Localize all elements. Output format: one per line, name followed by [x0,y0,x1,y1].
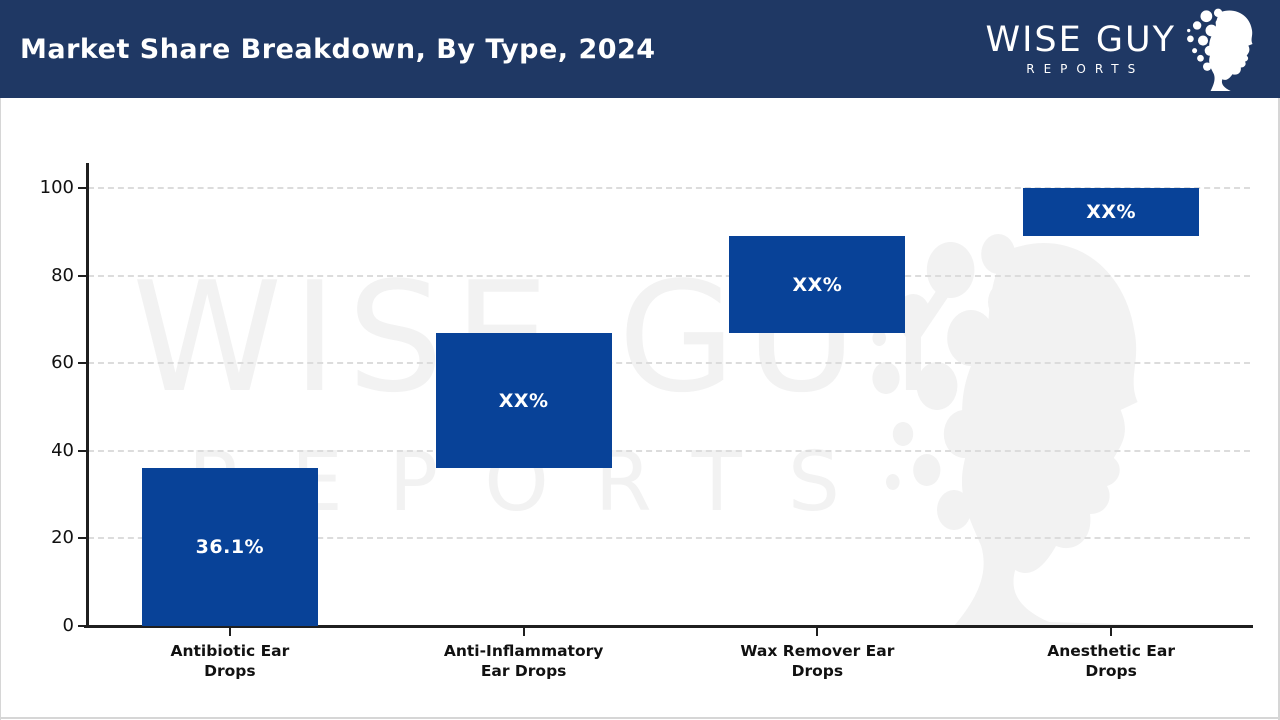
x-tick-3 [816,628,819,636]
wise-guy-logo: WISE GUY REPORTS [985,0,1266,98]
y-tick-80 [78,274,86,277]
y-tick-label-0: 0 [62,615,74,636]
category-label-3: Wax Remover Ear Drops [697,641,937,681]
logo-text: WISE GUY REPORTS [985,20,1176,76]
gridline-40 [88,449,1250,452]
gridline-60 [88,362,1250,365]
category-label-line: Drops [204,662,256,680]
y-tick-label-80: 80 [51,264,74,286]
frame-border-left [0,98,1,720]
category-label-line: Anesthetic Ear [1047,642,1175,660]
frame-border-right [1278,98,1280,720]
category-label-line: Drops [791,662,844,680]
y-tick-40 [78,449,86,452]
y-tick-100 [78,187,86,189]
x-tick-1 [228,628,231,636]
category-label-line: Ear Drops [480,662,567,680]
y-tick-60 [78,362,86,365]
category-label-line: Anti-Inflammatory [443,642,604,660]
frame-border-bottom [0,717,1280,719]
logo-wiseguy-text: WISE GUY [985,20,1176,60]
x-tick-4 [1110,628,1113,636]
category-label-line: Drops [1085,662,1137,680]
y-tick-label-20: 20 [51,527,74,549]
bar-2: XX% [435,333,612,468]
x-axis-line [84,625,1253,628]
logo-head-icon [1187,8,1253,91]
page-title: Market Share Breakdown, By Type, 2024 [20,33,656,65]
y-tick-label-60: 60 [51,352,74,374]
category-label-4: Anesthetic Ear Drops [991,641,1231,681]
y-tick-label-40: 40 [51,439,74,461]
y-tick-label-100: 100 [39,177,74,198]
bar-4: XX% [1023,188,1200,237]
gridline-100 [88,187,1250,189]
y-axis-line [86,163,89,628]
category-label-2: Anti-Inflammatory Ear Drops [404,641,644,681]
gridline-20 [88,537,1250,540]
category-label-1: Antibiotic Ear Drops [110,641,350,681]
y-tick-20 [78,537,86,540]
watermark-head-icon [872,234,1186,626]
header-bar: Market Share Breakdown, By Type, 2024 WI… [0,0,1280,98]
category-label-line: Antibiotic Ear [170,642,290,660]
bar-value-label: XX% [498,389,549,412]
x-tick-2 [522,628,525,636]
bar-3: XX% [729,236,906,334]
bar-value-label: XX% [1086,201,1137,224]
gridline-80 [88,274,1250,277]
logo-reports-text: REPORTS [1026,62,1145,76]
bar-value-label: XX% [792,273,843,296]
bar-1: 36.1% [141,467,318,626]
plot-area: 0 20 40 60 80 100 36.1% Antibiotic Ear Drops XX% A… [0,98,1280,720]
category-label-line: Wax Remover Ear [740,642,895,660]
bar-value-label: 36.1% [195,535,265,558]
y-tick-0 [78,625,86,627]
